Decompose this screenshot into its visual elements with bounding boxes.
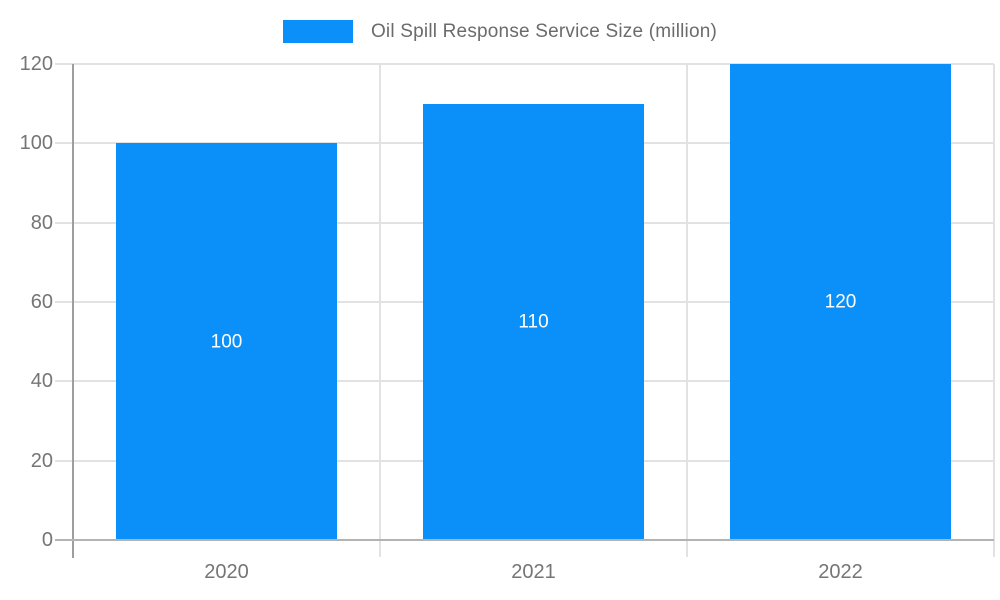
y-tick-mark (55, 63, 73, 65)
bar-2022[interactable] (729, 64, 951, 540)
bar-value-label: 110 (518, 311, 549, 333)
y-tick-label: 100 (19, 132, 53, 155)
v-gridline (993, 64, 995, 540)
y-tick-label: 0 (41, 529, 53, 551)
y-axis-line (72, 64, 74, 558)
y-tick-label: 60 (30, 291, 53, 313)
y-tick-mark (55, 380, 73, 383)
legend: Oil Spill Response Service Size (million… (0, 20, 1000, 43)
plot-area: 100 110 120 0 20 40 60 80 100 120 2020 2021 2022 (20, 54, 995, 582)
y-tick-mark (55, 301, 73, 303)
v-gridline (685, 64, 688, 540)
y-tick-label: 40 (30, 370, 53, 393)
y-tick-label: 80 (30, 211, 53, 234)
x-axis-label: 2020 (204, 561, 249, 583)
x-tick-mark (685, 540, 688, 557)
h-gridline (73, 63, 994, 65)
bar-2021[interactable] (422, 103, 644, 540)
v-gridline (378, 64, 381, 540)
legend-label: Oil Spill Response Service Size (million… (370, 20, 718, 42)
y-tick-mark (55, 221, 73, 224)
y-tick-label: 20 (30, 449, 53, 472)
bar-value-label: 120 (824, 291, 857, 313)
legend-swatch (282, 20, 353, 43)
x-axis-label: 2022 (818, 561, 863, 583)
x-axis-line (55, 539, 994, 541)
y-tick-mark (55, 142, 73, 145)
bar-2020[interactable] (115, 143, 337, 540)
x-tick-mark (378, 540, 381, 557)
x-tick-mark (993, 540, 995, 557)
x-axis-label: 2021 (511, 561, 556, 583)
y-tick-mark (55, 459, 73, 462)
bar-value-label: 100 (210, 331, 243, 353)
y-tick-label: 120 (19, 53, 53, 75)
